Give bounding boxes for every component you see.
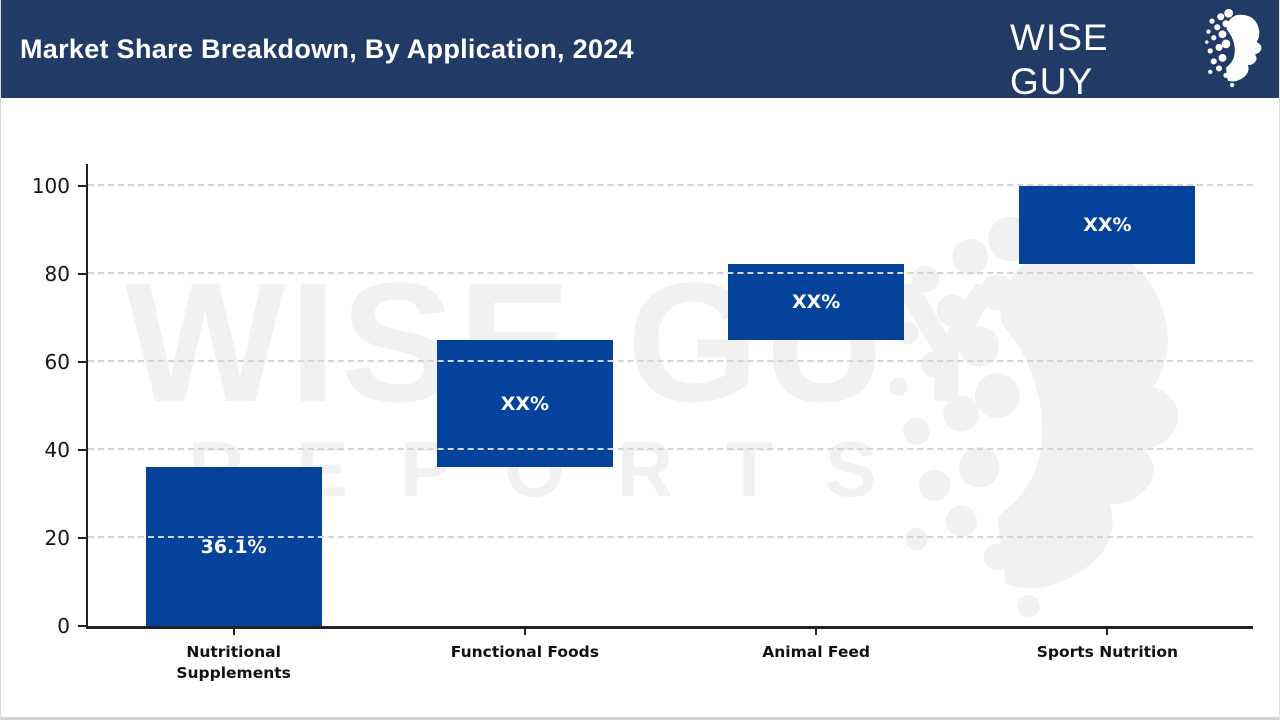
x-axis-line [86, 626, 1253, 629]
y-tick-label: 60 [44, 350, 70, 374]
y-axis-line [86, 164, 88, 627]
y-tick-mark [78, 273, 86, 275]
y-tick-label: 0 [57, 614, 70, 638]
x-category-label-text: Nutritional Supplements [176, 643, 291, 682]
x-tick-mark [523, 627, 526, 635]
x-tick-mark [815, 627, 818, 635]
y-tick-mark [78, 185, 86, 187]
bar-segment [145, 467, 322, 626]
gridline-80 [88, 272, 1253, 274]
x-category-label-text: Sports Nutrition [1036, 643, 1179, 661]
y-tick-mark [78, 625, 86, 627]
page-title: Market Share Breakdown, By Application, … [20, 33, 634, 64]
x-category-label: Functional Foods [379, 642, 670, 663]
x-category-label: Sports Nutrition [962, 642, 1253, 663]
bar-value-label: 36.1% [200, 535, 267, 558]
y-tick-mark [78, 449, 86, 451]
y-tick-label: 80 [44, 262, 70, 286]
logo-wiseguy-text: WISE GUY [1010, 17, 1109, 102]
y-tick-mark [78, 537, 86, 539]
x-category-label: Animal Feed [671, 642, 962, 663]
x-tick-mark [232, 627, 235, 635]
logo-reports-text: REPORTS [1014, 102, 1178, 119]
x-category-label-text: Animal Feed [762, 643, 870, 661]
wiseguy-logo: WISE GUY REPORTS [1010, 8, 1270, 119]
x-category-label: Nutritional Supplements [88, 642, 379, 684]
gridline-40 [88, 448, 1253, 450]
y-tick-label: 100 [31, 174, 70, 198]
bar-value-label: XX% [791, 290, 841, 313]
y-tick-mark [78, 361, 86, 363]
bar-value-label: XX% [1083, 213, 1132, 236]
x-tick-mark [1106, 627, 1109, 635]
gridline-20 [88, 536, 1253, 538]
plot-area: 0 20 40 60 80 100 36.1% Nutritional Supplements… [32, 164, 1253, 682]
gridline-60 [88, 360, 1253, 362]
wiseguy-face-icon [1205, 8, 1262, 88]
bar-value-label: XX% [500, 392, 550, 415]
x-category-label-text: Functional Foods [450, 643, 599, 661]
y-tick-label: 40 [44, 438, 70, 462]
bar-segment [728, 263, 905, 340]
y-tick-label: 20 [44, 526, 70, 550]
header: Market Share Breakdown, By Application, … [0, 0, 1280, 119]
gridline-100 [88, 184, 1253, 186]
